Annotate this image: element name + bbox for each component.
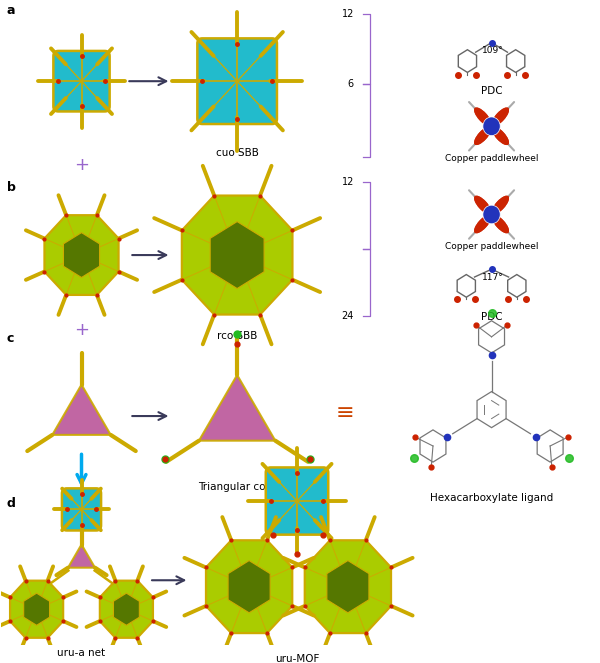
Polygon shape — [64, 233, 100, 278]
Text: 109°: 109° — [482, 46, 504, 55]
Ellipse shape — [492, 127, 509, 145]
Ellipse shape — [492, 107, 509, 126]
Polygon shape — [327, 561, 369, 613]
Text: 12: 12 — [341, 9, 354, 19]
Ellipse shape — [474, 215, 491, 233]
Polygon shape — [100, 581, 153, 638]
Ellipse shape — [492, 215, 509, 233]
Text: d: d — [7, 497, 16, 510]
Ellipse shape — [474, 196, 491, 214]
Text: +: + — [74, 322, 89, 339]
Ellipse shape — [474, 107, 491, 126]
Polygon shape — [23, 593, 50, 625]
Ellipse shape — [492, 107, 509, 126]
Text: rco SBB: rco SBB — [217, 331, 257, 341]
Ellipse shape — [492, 215, 509, 233]
Polygon shape — [52, 385, 110, 435]
Text: c: c — [7, 332, 14, 345]
Polygon shape — [228, 561, 270, 613]
Polygon shape — [10, 581, 63, 638]
Text: 117°: 117° — [482, 272, 504, 282]
Polygon shape — [199, 375, 275, 441]
Polygon shape — [305, 540, 391, 633]
Polygon shape — [206, 540, 292, 633]
Text: PDC: PDC — [481, 312, 502, 322]
Ellipse shape — [474, 127, 491, 145]
FancyBboxPatch shape — [53, 51, 110, 111]
Text: 24: 24 — [341, 311, 354, 322]
Text: PDC: PDC — [481, 86, 502, 95]
Text: 12: 12 — [341, 177, 354, 187]
FancyBboxPatch shape — [62, 489, 101, 530]
Text: Copper paddlewheel: Copper paddlewheel — [445, 242, 538, 251]
Polygon shape — [113, 593, 139, 625]
Ellipse shape — [492, 196, 509, 214]
Polygon shape — [68, 544, 95, 568]
Ellipse shape — [474, 215, 491, 233]
Text: ≡: ≡ — [335, 403, 354, 423]
Text: +: + — [74, 156, 89, 174]
Polygon shape — [182, 196, 292, 314]
FancyBboxPatch shape — [266, 467, 328, 534]
Ellipse shape — [492, 127, 509, 145]
Ellipse shape — [474, 107, 491, 126]
Text: 6: 6 — [348, 80, 354, 90]
Text: uru-a net: uru-a net — [58, 648, 106, 658]
Polygon shape — [210, 221, 264, 288]
Text: b: b — [7, 181, 16, 194]
Circle shape — [483, 117, 500, 135]
Text: uru-MOF: uru-MOF — [275, 654, 319, 663]
Text: a: a — [7, 4, 15, 17]
Text: Hexacarboxylate ligand: Hexacarboxylate ligand — [430, 493, 553, 503]
FancyBboxPatch shape — [197, 38, 277, 124]
Text: cuo SBB: cuo SBB — [216, 147, 259, 158]
Text: Copper paddlewheel: Copper paddlewheel — [445, 154, 538, 163]
Ellipse shape — [474, 196, 491, 214]
Ellipse shape — [474, 127, 491, 145]
Text: Triangular core: Triangular core — [198, 483, 276, 493]
Ellipse shape — [492, 196, 509, 214]
Circle shape — [483, 205, 500, 224]
Polygon shape — [44, 215, 119, 295]
